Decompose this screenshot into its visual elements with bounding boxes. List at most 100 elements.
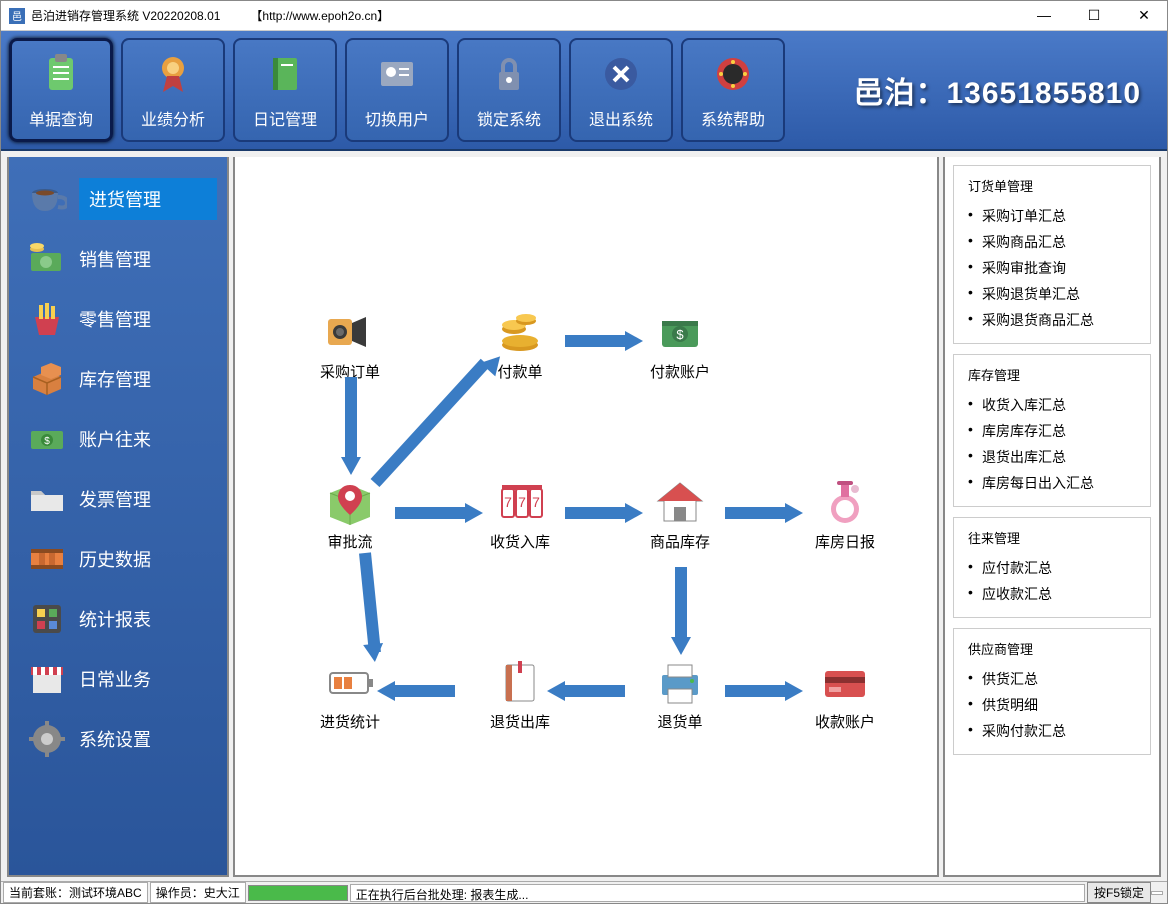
medal-icon	[149, 50, 197, 98]
node-recvac[interactable]: 收款账户	[800, 657, 890, 732]
node-label: 收款账户	[800, 711, 890, 732]
node-po[interactable]: 采购订单	[305, 307, 395, 382]
panel-item[interactable]: 收货入库汇总	[968, 392, 1140, 418]
toolbar-chip[interactable]: 系统帮助	[681, 38, 785, 142]
map-pin-icon	[322, 477, 378, 527]
sidebar-item-boxes[interactable]: 库存管理	[19, 351, 217, 407]
clipboard-icon	[37, 50, 85, 98]
panel-item[interactable]: 采购订单汇总	[968, 203, 1140, 229]
toolbar-label: 切换用户	[365, 106, 429, 130]
panel-item[interactable]: 供货汇总	[968, 666, 1140, 692]
book2-icon	[492, 657, 548, 707]
brand-text: 邑泊：13651855810	[853, 68, 1159, 112]
lock-button[interactable]: 按F5锁定	[1087, 882, 1151, 903]
workflow-diagram: 采购订单付款单$付款账户审批流777收货入库商品库存库房日报进货统计退货出库退货…	[233, 157, 939, 877]
panel-item[interactable]: 采购付款汇总	[968, 718, 1140, 744]
sidebar-item-label: 历史数据	[79, 546, 217, 572]
window-title: 邑泊进销存管理系统 V20220208.01	[31, 7, 220, 24]
panel-item[interactable]: 库房库存汇总	[968, 418, 1140, 444]
folder-icon	[27, 479, 67, 519]
right-panel: 订货单管理采购订单汇总采购商品汇总采购审批查询采购退货单汇总采购退货商品汇总库存…	[943, 157, 1161, 877]
sidebar-item-calc[interactable]: 统计报表	[19, 591, 217, 647]
node-label: 进货统计	[305, 711, 395, 732]
titlebar: 邑 邑泊进销存管理系统 V20220208.01 【http://www.epo…	[1, 1, 1167, 31]
toolbar-book[interactable]: 日记管理	[233, 38, 337, 142]
maximize-button[interactable]: ☐	[1079, 7, 1109, 24]
svg-text:$: $	[676, 327, 684, 342]
toolbar-clipboard[interactable]: 单据查询	[9, 38, 113, 142]
sidebar-item-label: 统计报表	[79, 606, 217, 632]
panel-item[interactable]: 供货明细	[968, 692, 1140, 718]
gear-icon	[27, 719, 67, 759]
panel-item[interactable]: 采购退货商品汇总	[968, 307, 1140, 333]
boxes-icon	[27, 359, 67, 399]
statusbar: 当前套账：测试环境ABC 操作员：史大江 正在执行后台批处理: 报表生成... …	[1, 881, 1167, 903]
panel-group-title: 库存管理	[968, 365, 1140, 384]
node-label: 审批流	[305, 531, 395, 552]
toolbar-label: 系统帮助	[701, 106, 765, 130]
toolbar-close-circle[interactable]: 退出系统	[569, 38, 673, 142]
sidebar-item-money[interactable]: 销售管理	[19, 231, 217, 287]
toolbar-user-card[interactable]: 切换用户	[345, 38, 449, 142]
panel-item[interactable]: 应付款汇总	[968, 555, 1140, 581]
sidebar-item-label: 零售管理	[79, 306, 217, 332]
app-icon: 邑	[9, 8, 25, 24]
node-daily[interactable]: 库房日报	[800, 477, 890, 552]
sidebar-item-gear[interactable]: 系统设置	[19, 711, 217, 767]
svg-text:$: $	[44, 436, 50, 447]
lock-icon	[485, 50, 533, 98]
progress-bar	[248, 885, 348, 901]
sidebar-item-label: 库存管理	[79, 366, 217, 392]
sidebar-item-cup[interactable]: 进货管理	[19, 171, 217, 227]
calc-icon	[27, 599, 67, 639]
panel-item[interactable]: 采购审批查询	[968, 255, 1140, 281]
close-button[interactable]: ✕	[1129, 7, 1159, 24]
node-payac[interactable]: $ 付款账户	[635, 307, 725, 382]
toolbar-label: 日记管理	[253, 106, 317, 130]
toolbar-label: 锁定系统	[477, 106, 541, 130]
fries-icon	[27, 299, 67, 339]
money-icon	[27, 239, 67, 279]
battery-icon	[322, 657, 378, 707]
wallet-icon: $	[652, 307, 708, 357]
toolbar-lock[interactable]: 锁定系统	[457, 38, 561, 142]
node-label: 付款账户	[635, 361, 725, 382]
book-icon	[261, 50, 309, 98]
panel-item[interactable]: 采购商品汇总	[968, 229, 1140, 255]
svg-text:7: 7	[518, 494, 526, 510]
node-label: 商品库存	[635, 531, 725, 552]
panel-item[interactable]: 采购退货单汇总	[968, 281, 1140, 307]
node-label: 库房日报	[800, 531, 890, 552]
node-stock[interactable]: 商品库存	[635, 477, 725, 552]
shop-icon	[27, 659, 67, 699]
sidebar-item-label: 进货管理	[79, 178, 217, 220]
node-label: 退货出库	[475, 711, 565, 732]
card-icon	[817, 657, 873, 707]
sidebar-item-label: 发票管理	[79, 486, 217, 512]
panel-item[interactable]: 库房每日出入汇总	[968, 470, 1140, 496]
node-recv[interactable]: 777收货入库	[475, 477, 565, 552]
sidebar-item-shop[interactable]: 日常业务	[19, 651, 217, 707]
sidebar-item-fries[interactable]: 零售管理	[19, 291, 217, 347]
house-icon	[652, 477, 708, 527]
sidebar: 进货管理销售管理零售管理库存管理 $账户往来发票管理历史数据统计报表日常业务系统设…	[7, 157, 229, 877]
status-operator: 操作员：史大江	[150, 882, 246, 903]
panel-group: 往来管理应付款汇总应收款汇总	[953, 517, 1151, 618]
sidebar-item-cash[interactable]: $账户往来	[19, 411, 217, 467]
sidebar-item-label: 销售管理	[79, 246, 217, 272]
panel-group-title: 订货单管理	[968, 176, 1140, 195]
panel-item[interactable]: 应收款汇总	[968, 581, 1140, 607]
panel-item[interactable]: 退货出库汇总	[968, 444, 1140, 470]
panel-group: 库存管理收货入库汇总库房库存汇总退货出库汇总库房每日出入汇总	[953, 354, 1151, 507]
sidebar-item-film[interactable]: 历史数据	[19, 531, 217, 587]
cup-icon	[27, 179, 67, 219]
toolbar-medal[interactable]: 业绩分析	[121, 38, 225, 142]
cash-icon: $	[27, 419, 67, 459]
toolbar-label: 业绩分析	[141, 106, 205, 130]
main-toolbar: 单据查询业绩分析 日记管理 切换用户 锁定系统 退出系统系统帮助 邑泊：136518558…	[1, 31, 1167, 151]
node-ret[interactable]: 退货单	[635, 657, 725, 732]
sidebar-item-folder[interactable]: 发票管理	[19, 471, 217, 527]
status-account: 当前套账：测试环境ABC	[3, 882, 148, 903]
node-appr[interactable]: 审批流	[305, 477, 395, 552]
minimize-button[interactable]: —	[1029, 7, 1059, 24]
